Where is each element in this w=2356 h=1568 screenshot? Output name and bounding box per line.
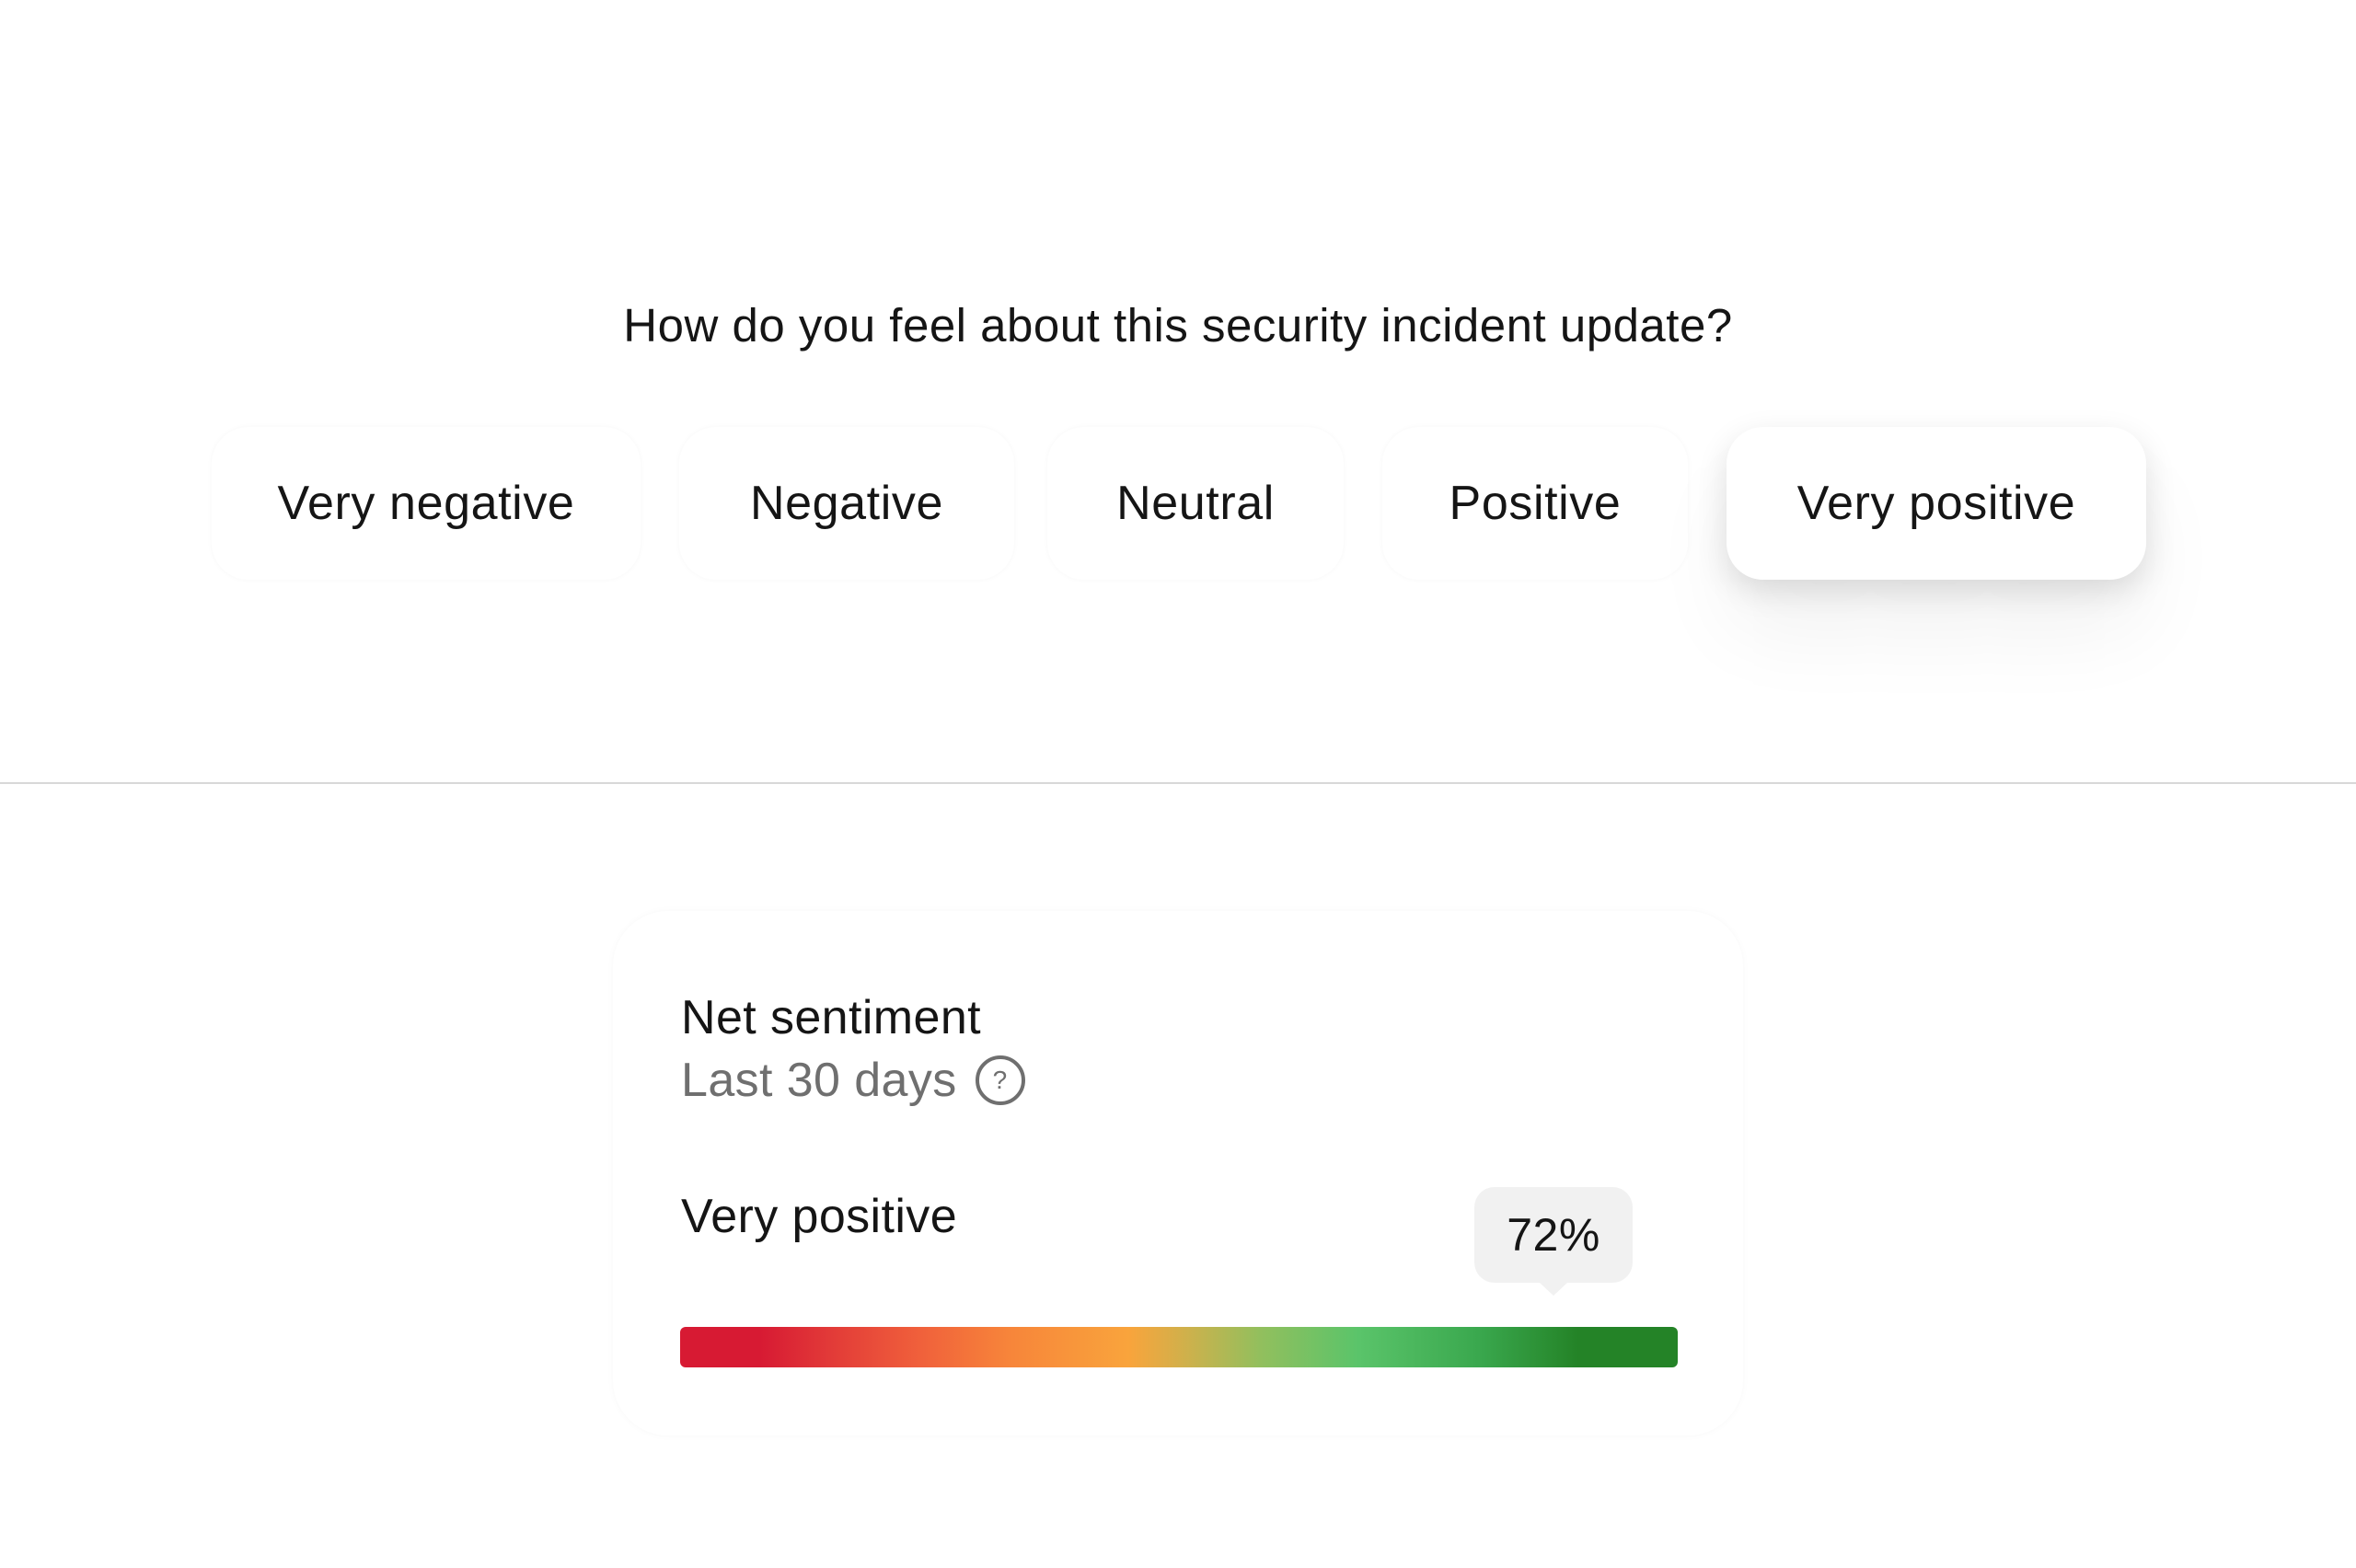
sentiment-level-label: Very positive — [681, 1190, 958, 1243]
card-subtitle-row: Last 30 days ? — [681, 1051, 1025, 1110]
option-very-positive[interactable]: Very positive — [1727, 427, 2146, 580]
tooltip-arrow — [1540, 1283, 1567, 1296]
section-divider — [0, 782, 2356, 784]
question-circle-icon[interactable]: ? — [975, 1055, 1025, 1105]
value-tooltip: 72% — [1474, 1187, 1633, 1283]
option-positive[interactable]: Positive — [1382, 427, 1688, 580]
sentiment-gradient-bar — [680, 1327, 1678, 1367]
option-negative[interactable]: Negative — [679, 427, 1014, 580]
option-neutral[interactable]: Neutral — [1047, 427, 1344, 580]
survey-question: How do you feel about this security inci… — [623, 299, 1733, 352]
option-very-negative[interactable]: Very negative — [212, 427, 641, 580]
card-subtitle: Last 30 days — [681, 1054, 957, 1107]
card-title: Net sentiment — [681, 991, 982, 1044]
